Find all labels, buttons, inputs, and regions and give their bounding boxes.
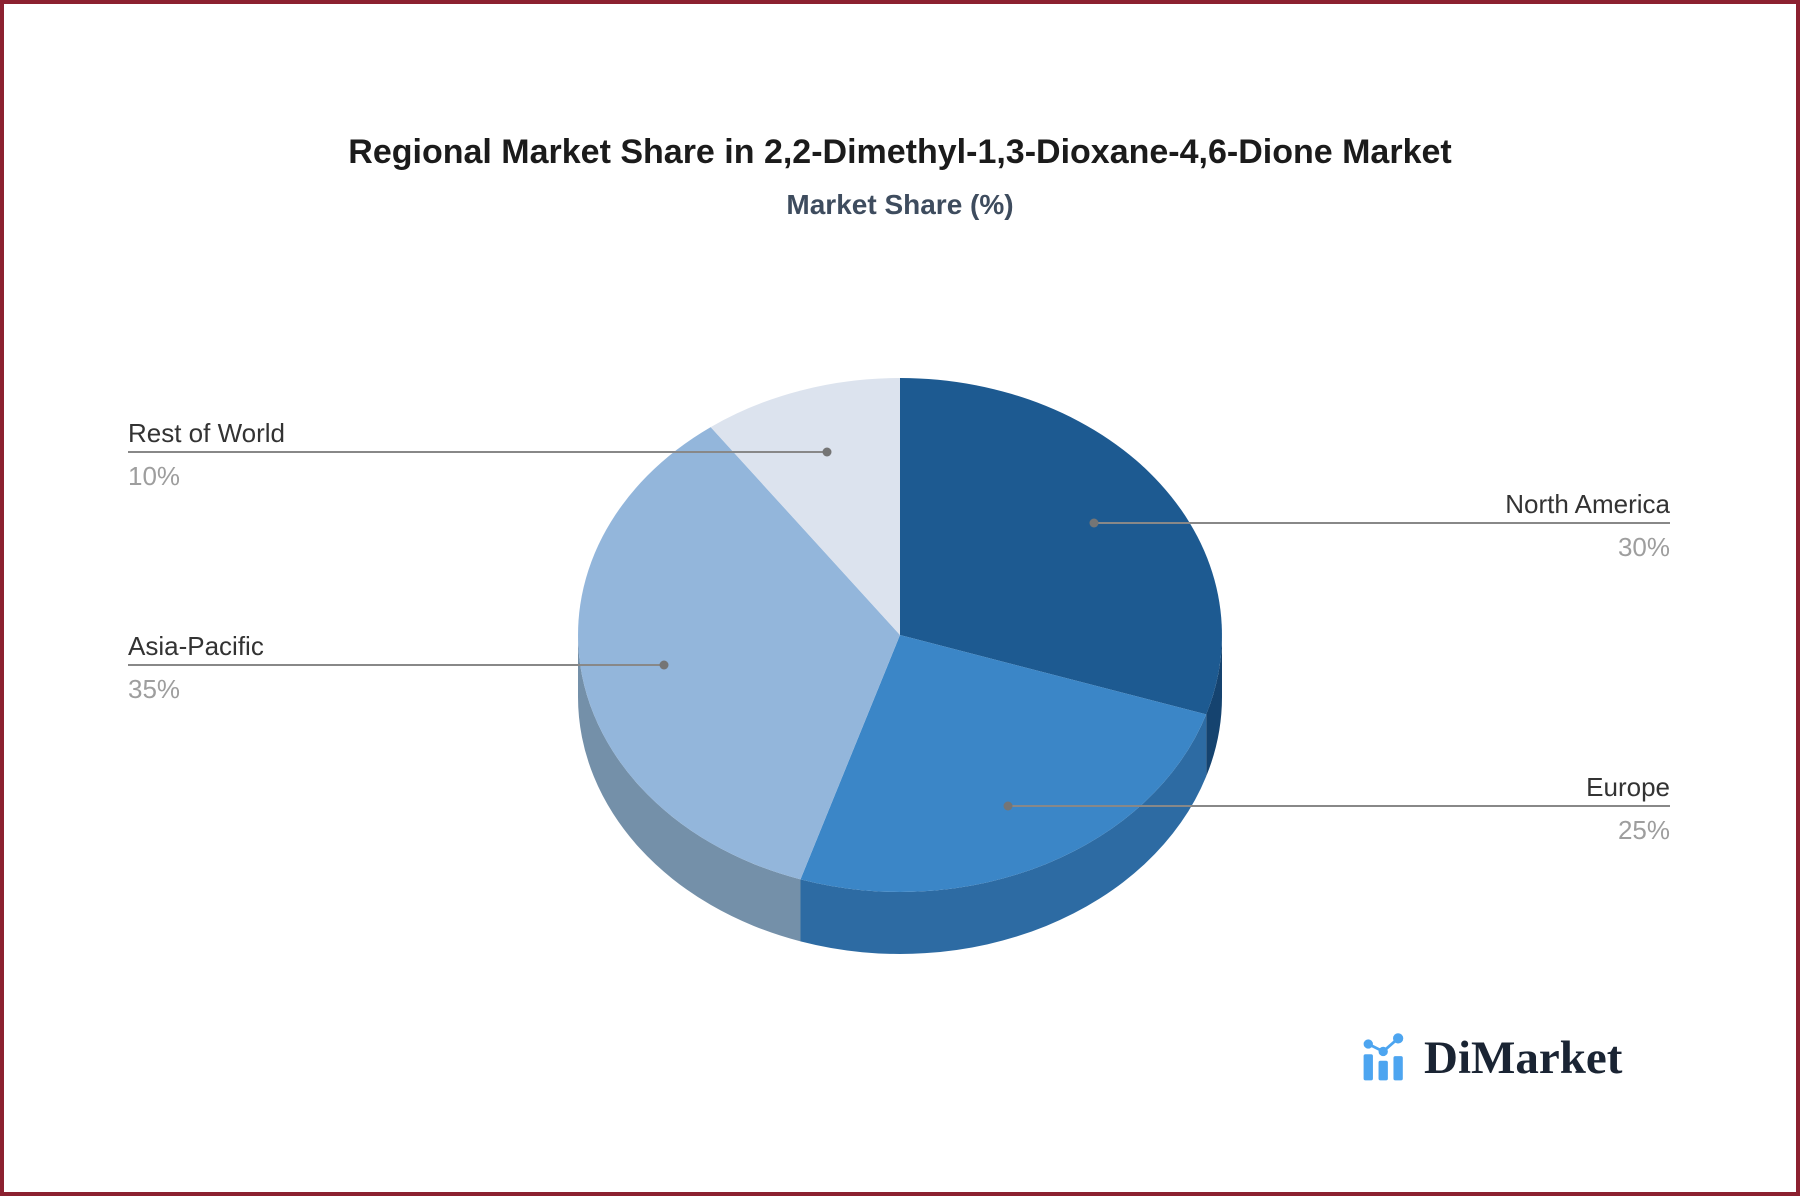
dimarket-logo: DiMarket	[1358, 1030, 1622, 1086]
pie-slice-side-europe	[800, 714, 1207, 954]
callout-rest-of-world: Rest of World 10%	[128, 417, 285, 492]
chart-title: Regional Market Share in 2,2-Dimethyl-1,…	[348, 133, 1452, 171]
leader-dot-asia-pacific	[659, 660, 669, 670]
pie-slice-europe	[800, 635, 1207, 892]
leader-dot-europe	[1003, 801, 1013, 811]
leader-dot-rest-of-world	[822, 447, 832, 457]
slice-percent: 35%	[128, 674, 181, 704]
callout-europe: Europe 25%	[1586, 771, 1670, 846]
pie-slice-rest-of-world	[710, 378, 900, 635]
pie-slice-side-north-america	[1206, 635, 1222, 777]
slice-label: Europe	[1586, 772, 1670, 802]
callout-north-america: North America 30%	[1505, 488, 1670, 563]
slice-label: North America	[1505, 489, 1670, 519]
bar-chart-trend-icon	[1363, 1033, 1404, 1081]
pie-slice-north-america	[900, 378, 1222, 715]
slice-label: Asia-Pacific	[128, 631, 264, 661]
chart-subtitle: Market Share (%)	[786, 189, 1014, 220]
pie-slices	[578, 378, 1222, 892]
leader-lines	[128, 447, 1670, 811]
slice-label: Rest of World	[128, 418, 286, 448]
logo-text: DiMarket	[1424, 1031, 1623, 1084]
pie-slice-side-asia-pacific	[578, 635, 801, 942]
slice-percent: 10%	[128, 461, 181, 491]
callout-asia-pacific: Asia-Pacific 35%	[128, 630, 264, 705]
pie-3d-sides	[578, 635, 1222, 954]
leader-dot-north-america	[1089, 518, 1099, 528]
slice-percent: 30%	[1617, 532, 1670, 562]
pie-slice-asia-pacific	[578, 427, 900, 880]
slice-percent: 25%	[1617, 815, 1670, 845]
